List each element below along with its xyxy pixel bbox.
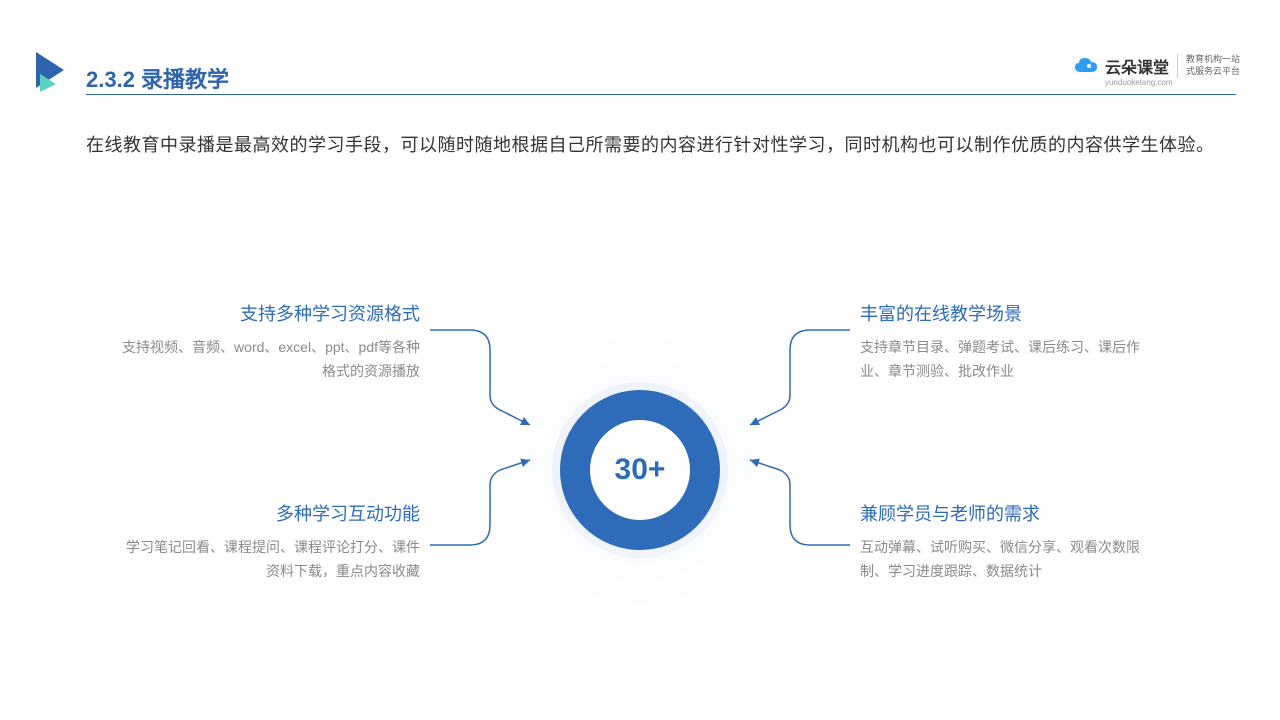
feature-bottom-right: 兼顾学员与老师的需求 互动弹幕、试听购买、微信分享、观看次数限制、学习进度跟踪、… <box>860 500 1160 584</box>
feature-desc: 学习笔记回看、课程提问、课程评论打分、课件资料下载，重点内容收藏 <box>120 536 420 584</box>
feature-top-left: 支持多种学习资源格式 支持视频、音频、word、excel、ppt、pdf等各种… <box>120 300 420 384</box>
play-icon <box>36 52 68 92</box>
center-label: 30+ <box>615 453 666 487</box>
feature-title: 丰富的在线教学场景 <box>860 300 1160 326</box>
logo-domain: yunduoketang.com <box>1105 78 1173 87</box>
section-title-text: 录播教学 <box>141 67 229 92</box>
section-title: 2.3.2录播教学 <box>86 62 229 94</box>
feature-diagram: 30+ 支持多种学习资源格式 支持视频、音频、word、excel、ppt、pd… <box>0 260 1280 680</box>
slide-header: 2.3.2录播教学 云朵课堂 yunduoketang.com 教育机构一站 式… <box>0 36 1280 96</box>
center-ring: 30+ <box>560 390 720 550</box>
feature-desc: 支持章节目录、弹题考试、课后练习、课后作业、章节测验、批改作业 <box>860 336 1160 384</box>
feature-desc: 支持视频、音频、word、excel、ppt、pdf等各种格式的资源播放 <box>120 336 420 384</box>
feature-top-right: 丰富的在线教学场景 支持章节目录、弹题考试、课后练习、课后作业、章节测验、批改作… <box>860 300 1160 384</box>
feature-desc: 互动弹幕、试听购买、微信分享、观看次数限制、学习进度跟踪、数据统计 <box>860 536 1160 584</box>
feature-title: 多种学习互动功能 <box>120 500 420 526</box>
center-node: 30+ <box>505 335 775 605</box>
feature-title: 兼顾学员与老师的需求 <box>860 500 1160 526</box>
section-number: 2.3.2 <box>86 67 135 92</box>
logo-tagline: 教育机构一站 式服务云平台 <box>1186 54 1240 77</box>
logo-name: 云朵课堂 <box>1105 54 1169 78</box>
intro-paragraph: 在线教育中录播是最高效的学习手段，可以随时随地根据自己所需要的内容进行针对性学习… <box>86 128 1220 162</box>
cloud-icon <box>1073 56 1101 76</box>
feature-title: 支持多种学习资源格式 <box>120 300 420 326</box>
logo-block: 云朵课堂 yunduoketang.com 教育机构一站 式服务云平台 <box>1073 54 1240 78</box>
feature-bottom-left: 多种学习互动功能 学习笔记回看、课程提问、课程评论打分、课件资料下载，重点内容收… <box>120 500 420 584</box>
logo-divider <box>1177 54 1178 78</box>
title-underline <box>86 94 1236 95</box>
